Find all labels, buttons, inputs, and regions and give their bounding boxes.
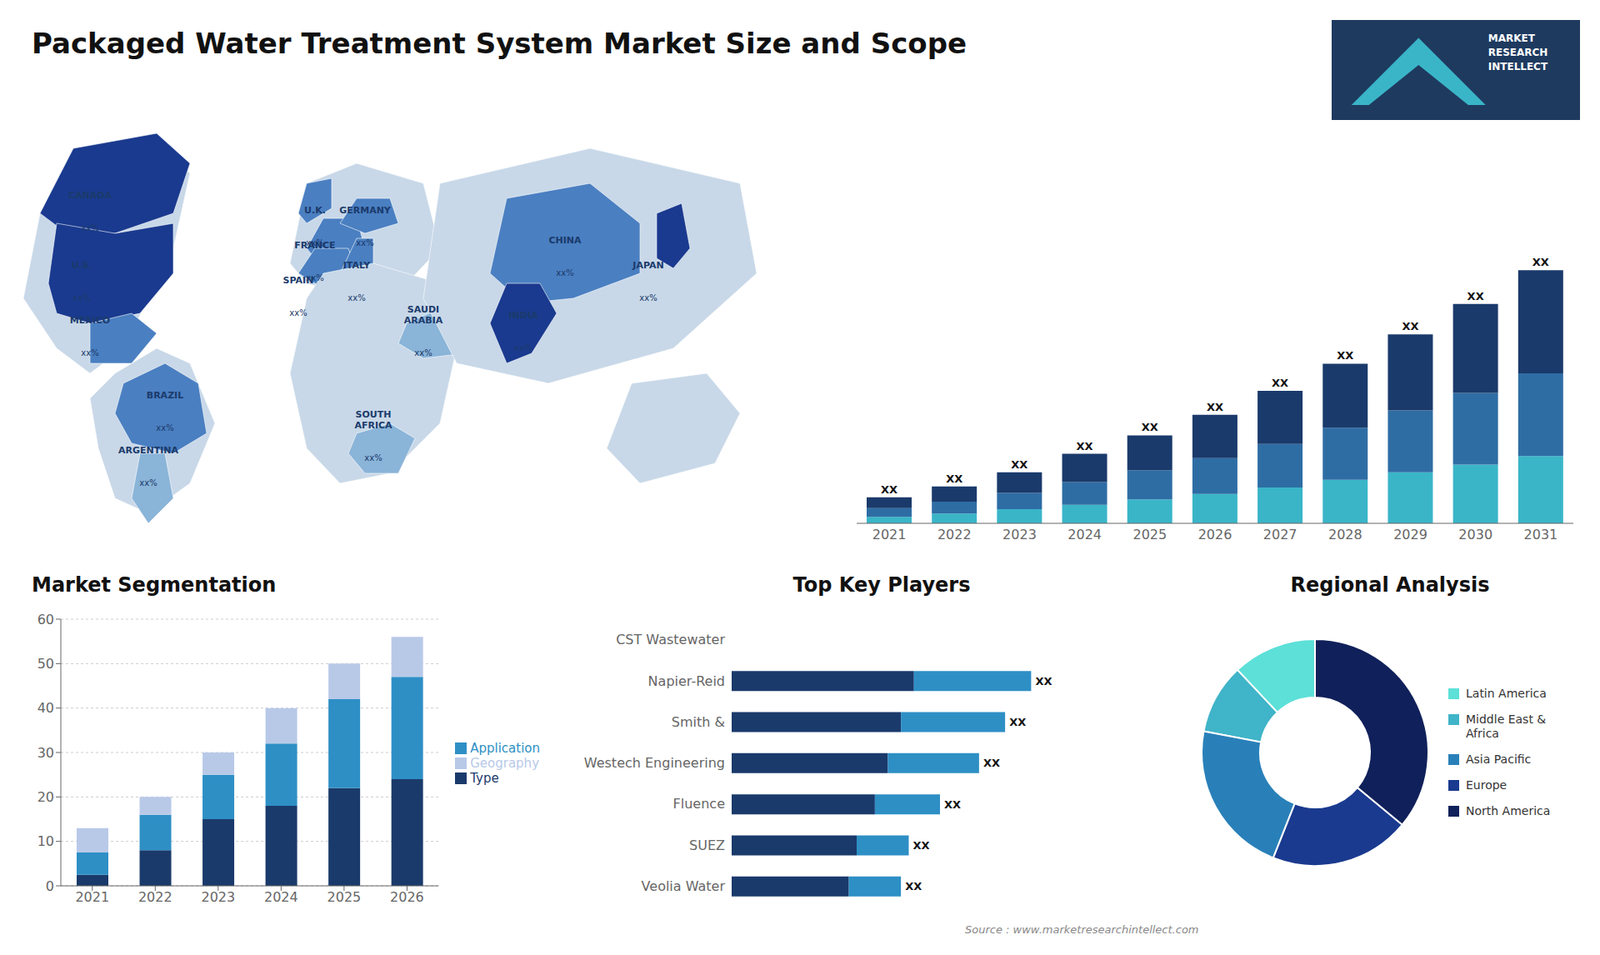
svg-text:2024: 2024 xyxy=(1067,526,1102,543)
svg-text:XX: XX xyxy=(1401,320,1419,333)
svg-text:XX: XX xyxy=(1336,349,1354,362)
html-text:Asia Pacific: Asia Pacific xyxy=(1465,752,1532,766)
svg-text:XX: XX xyxy=(1467,290,1485,303)
html-text:Africa: Africa xyxy=(1465,726,1500,740)
html-text:Market Segmentation: Market Segmentation xyxy=(31,573,277,597)
svg-text:2029: 2029 xyxy=(1393,526,1428,543)
html-text:Application: Application xyxy=(470,740,540,756)
svg-text:BRAZIL: BRAZIL xyxy=(146,390,184,401)
svg-text:JAPAN: JAPAN xyxy=(631,260,664,271)
svg-text:30: 30 xyxy=(37,745,55,761)
svg-text:XX: XX xyxy=(1141,420,1159,434)
svg-text:xx%: xx% xyxy=(514,343,532,353)
svg-text:XX: XX xyxy=(1271,376,1289,390)
svg-text:Smith &: Smith & xyxy=(671,714,725,730)
html-text:Top Key Players: Top Key Players xyxy=(792,573,971,597)
svg-text:10: 10 xyxy=(37,833,55,850)
svg-text:Westech Engineering: Westech Engineering xyxy=(584,755,725,771)
html-text:Type: Type xyxy=(470,770,499,786)
svg-text:XX: XX xyxy=(945,472,963,485)
svg-text:2028: 2028 xyxy=(1328,526,1363,543)
svg-text:CST Wastewater: CST Wastewater xyxy=(615,631,725,648)
svg-text:FRANCE: FRANCE xyxy=(294,240,335,251)
svg-text:XX: XX xyxy=(1010,458,1028,471)
svg-text:XX: XX xyxy=(1076,440,1094,453)
svg-text:xx%: xx% xyxy=(347,293,365,303)
svg-text:GERMANY: GERMANY xyxy=(339,205,392,216)
svg-text:U.S.: U.S. xyxy=(70,260,92,271)
svg-text:INDIA: INDIA xyxy=(508,310,539,321)
svg-text:XX: XX xyxy=(1532,255,1550,269)
svg-text:xx%: xx% xyxy=(155,423,174,433)
svg-text:Veolia Water: Veolia Water xyxy=(641,878,726,895)
svg-text:2026: 2026 xyxy=(1198,526,1233,543)
svg-text:2021: 2021 xyxy=(75,889,110,905)
svg-text:XX: XX xyxy=(880,483,898,496)
svg-text:U.K.: U.K. xyxy=(304,205,326,216)
html-text:North America: North America xyxy=(1465,804,1551,818)
svg-text:50: 50 xyxy=(37,655,55,672)
svg-text:XX: XX xyxy=(913,839,930,852)
svg-text:2031: 2031 xyxy=(1524,526,1559,543)
svg-text:MARKETRESEARCHINTELLECT: MARKETRESEARCHINTELLECT xyxy=(1488,32,1549,73)
svg-text:2023: 2023 xyxy=(200,889,235,905)
svg-text:XX: XX xyxy=(1206,400,1224,414)
svg-text:SOUTHAFRICA: SOUTHAFRICA xyxy=(354,409,393,431)
svg-text:xx%: xx% xyxy=(80,348,99,358)
svg-text:Fluence: Fluence xyxy=(673,795,725,812)
svg-text:2027: 2027 xyxy=(1263,526,1298,543)
svg-text:60: 60 xyxy=(37,611,55,628)
svg-text:2022: 2022 xyxy=(138,889,173,905)
svg-text:xx%: xx% xyxy=(80,223,99,233)
svg-text:CANADA: CANADA xyxy=(68,190,112,201)
svg-text:XX: XX xyxy=(1035,675,1052,688)
svg-text:xx%: xx% xyxy=(306,273,324,283)
svg-text:40: 40 xyxy=(37,700,55,716)
svg-text:2021: 2021 xyxy=(872,526,907,543)
svg-text:2022: 2022 xyxy=(937,526,972,543)
svg-text:MEXICO: MEXICO xyxy=(70,315,110,326)
svg-text:XX: XX xyxy=(905,880,922,893)
html-text:Packaged Water Treatment Syste: Packaged Water Treatment System Market S… xyxy=(31,26,967,60)
svg-text:Napier-Reid: Napier-Reid xyxy=(648,673,725,690)
svg-text:XX: XX xyxy=(944,798,961,811)
svg-text:CHINA: CHINA xyxy=(548,235,582,246)
svg-text:XX: XX xyxy=(983,756,1000,770)
svg-text:ARGENTINA: ARGENTINA xyxy=(118,445,180,456)
svg-text:SAUDIARABIA: SAUDIARABIA xyxy=(404,304,444,326)
svg-text:20: 20 xyxy=(37,789,55,805)
html-text:Middle East &: Middle East & xyxy=(1465,712,1547,726)
svg-text:XX: XX xyxy=(1009,715,1026,729)
html-text:Latin America: Latin America xyxy=(1465,686,1547,700)
html-text:Europe: Europe xyxy=(1465,778,1507,792)
svg-text:SPAIN: SPAIN xyxy=(283,275,315,286)
svg-text:2025: 2025 xyxy=(327,889,362,905)
svg-text:2024: 2024 xyxy=(264,889,299,905)
svg-text:xx%: xx% xyxy=(72,293,90,303)
svg-text:ITALY: ITALY xyxy=(343,260,372,271)
svg-text:xx%: xx% xyxy=(289,308,307,318)
svg-text:2023: 2023 xyxy=(1002,526,1037,543)
html-text:Source : www.marketresearchint: Source : www.marketresearchintellect.com xyxy=(965,923,1199,936)
svg-text:2026: 2026 xyxy=(390,889,425,905)
svg-text:2030: 2030 xyxy=(1458,526,1493,543)
html-text:Regional Analysis: Regional Analysis xyxy=(1290,573,1490,597)
svg-text:xx%: xx% xyxy=(639,293,657,303)
svg-text:xx%: xx% xyxy=(364,453,382,463)
svg-text:2025: 2025 xyxy=(1132,526,1167,543)
svg-text:0: 0 xyxy=(45,878,55,895)
html-text:Geography: Geography xyxy=(470,755,540,771)
svg-text:xx%: xx% xyxy=(139,478,157,488)
svg-text:SUEZ: SUEZ xyxy=(689,837,725,854)
svg-text:xx%: xx% xyxy=(414,348,432,358)
svg-text:xx%: xx% xyxy=(555,268,574,278)
svg-text:xx%: xx% xyxy=(355,238,374,248)
